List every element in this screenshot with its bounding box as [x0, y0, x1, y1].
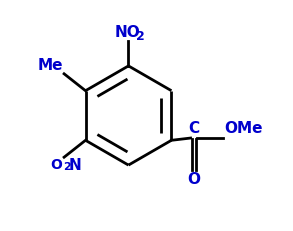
Text: 2: 2 — [63, 162, 71, 172]
Text: 2: 2 — [136, 30, 144, 43]
Text: OMe: OMe — [224, 121, 263, 136]
Text: O: O — [188, 172, 200, 187]
Text: NO: NO — [115, 25, 140, 40]
Text: O: O — [50, 158, 62, 172]
Text: N: N — [68, 158, 81, 173]
Text: C: C — [188, 121, 200, 136]
Text: Me: Me — [38, 58, 63, 73]
